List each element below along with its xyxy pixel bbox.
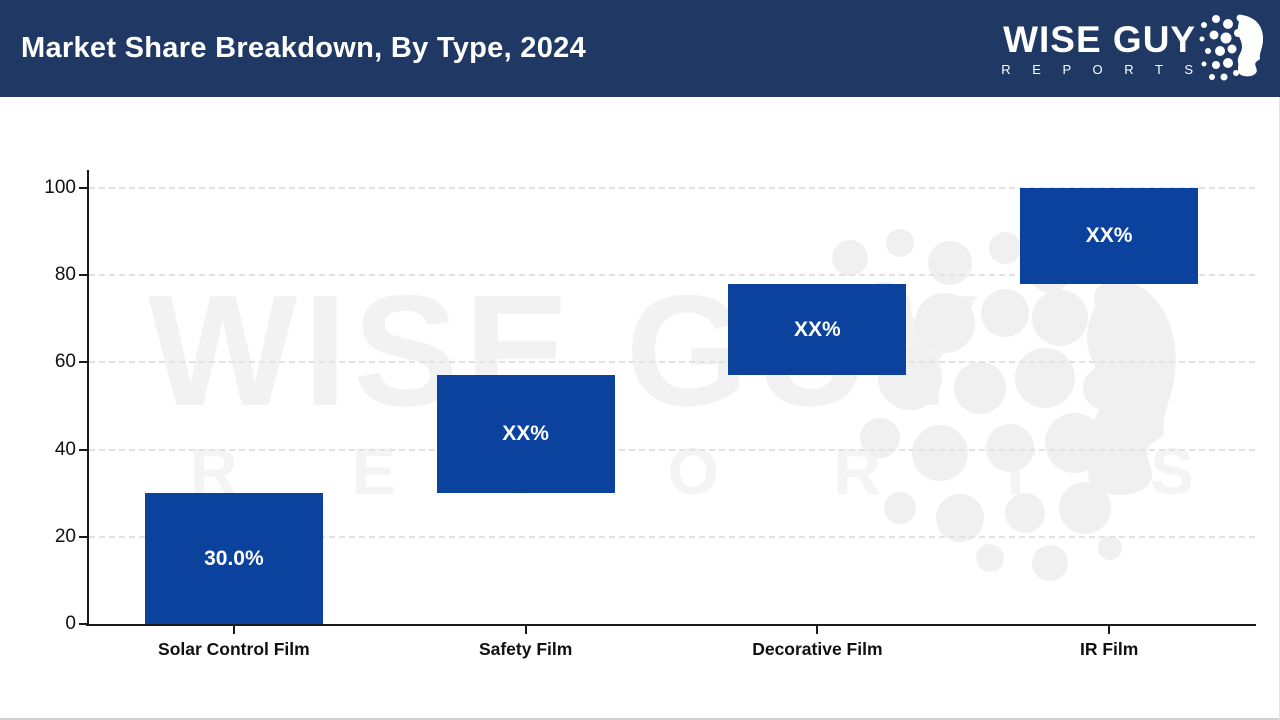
bar-value-label: XX% xyxy=(794,317,841,341)
x-tick-3 xyxy=(816,626,819,634)
y-tick-0 xyxy=(79,623,87,625)
bottom-border xyxy=(0,718,1280,720)
bar-ir-film: XX% xyxy=(1020,188,1199,284)
page-title: Market Share Breakdown, By Type, 2024 xyxy=(21,32,587,64)
logo-head-icon xyxy=(1199,14,1264,80)
bar-value-label: XX% xyxy=(502,422,549,446)
x-label-solar-control-film: Solar Control Film xyxy=(158,639,310,659)
watermark-head-pattern xyxy=(832,229,1176,581)
y-tick-label-40: 40 xyxy=(54,438,76,460)
header-bar: Market Share Breakdown, By Type, 2024 WI… xyxy=(0,0,1280,97)
x-label-decorative-film: Decorative Film xyxy=(752,639,883,659)
x-tick-4 xyxy=(1108,626,1111,634)
gridline-20 xyxy=(89,535,1255,538)
logo-text: WISE GUY R E P O R T S xyxy=(997,21,1202,77)
x-tick-2 xyxy=(524,626,527,634)
bar-decorative-film: XX% xyxy=(728,283,907,376)
bar-value-label: XX% xyxy=(1085,223,1133,247)
bar-safety-film: XX% xyxy=(436,375,615,494)
y-tick-label-20: 20 xyxy=(54,525,76,547)
x-label-safety-film: Safety Film xyxy=(478,639,573,659)
x-tick-1 xyxy=(232,626,235,634)
logo-subtitle: R E P O R T S xyxy=(1001,61,1202,77)
bar-value-label: 30.0% xyxy=(204,546,264,570)
y-tick-20 xyxy=(79,535,87,538)
y-tick-label-60: 60 xyxy=(54,351,76,373)
gridline-40 xyxy=(89,448,1255,451)
gridline-80 xyxy=(89,274,1255,277)
gridline-60 xyxy=(89,361,1255,364)
y-tick-40 xyxy=(79,448,87,451)
y-tick-label-80: 80 xyxy=(54,264,76,286)
wise-guy-reports-logo: WISE GUY R E P O R T S xyxy=(997,11,1280,87)
y-tick-100 xyxy=(79,187,87,189)
y-tick-label-0: 0 xyxy=(65,613,76,634)
y-tick-label-100: 100 xyxy=(44,177,76,198)
bar-solar-control-film: 30.0% xyxy=(144,493,323,624)
y-axis-line xyxy=(87,170,89,626)
x-label-ir-film: IR Film xyxy=(1079,639,1139,659)
gridline-100 xyxy=(89,187,1255,189)
y-tick-80 xyxy=(79,274,87,277)
y-tick-60 xyxy=(79,361,87,364)
logo-wordmark: WISE GUY xyxy=(1003,18,1197,60)
x-axis-line xyxy=(86,624,1256,626)
